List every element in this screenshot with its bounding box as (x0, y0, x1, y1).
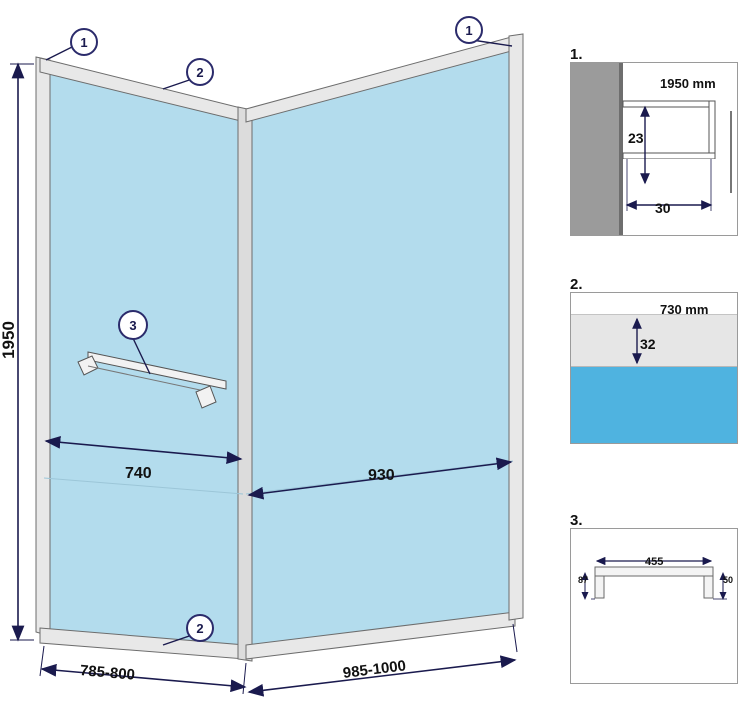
detail-2-length-label: 730 mm (660, 302, 709, 317)
callout-label: 1 (80, 34, 88, 50)
right-wall-profile (508, 33, 524, 621)
detail-3-right-label: 50 (723, 575, 734, 585)
callout-2-upper: 2 (186, 58, 214, 86)
detail-3-box (570, 528, 738, 684)
callout-label: 2 (196, 620, 204, 636)
detail-3-length-label: 455 (645, 556, 664, 568)
handle-bar (77, 351, 227, 409)
dim-text-height: 1950 (0, 321, 18, 359)
detail-1-length-label: 1950 mm (660, 76, 716, 91)
callout-label: 2 (196, 64, 204, 80)
detail-2-box (570, 292, 738, 444)
detail-3-drawing (581, 556, 727, 600)
callout-label: 3 (129, 317, 137, 333)
dim-height-1950 (10, 62, 34, 642)
detail-3-left-label: 87 (578, 575, 589, 585)
main-enclosure-view (10, 33, 524, 697)
detail-1-horizontal-label: 30 (655, 200, 671, 216)
callout-2-lower: 2 (186, 614, 214, 642)
detail-2-number: 2. (570, 276, 583, 293)
detail-1-drawing (571, 63, 737, 235)
detail-1-vertical-label: 23 (628, 130, 644, 146)
dim-text-930: 930 (368, 467, 395, 484)
dim-width-930 (247, 457, 513, 500)
dim-base-785-800 (39, 645, 247, 695)
dim-width-740 (44, 435, 243, 465)
callout-label: 1 (465, 22, 473, 38)
detail-1-box (570, 62, 738, 236)
detail-3-number: 3. (570, 512, 583, 529)
detail-2-vertical-label: 32 (640, 336, 656, 352)
dim-base-985-1000 (247, 623, 518, 697)
right-glass-panel (245, 47, 514, 651)
detail-1-number: 1. (570, 46, 583, 63)
corner-post (237, 106, 253, 662)
dim-text-740: 740 (125, 465, 152, 482)
callout-3-handle: 3 (118, 310, 148, 340)
callout-1-top-left: 1 (70, 28, 98, 56)
left-wall-profile (35, 56, 51, 637)
callout-1-top-right: 1 (455, 16, 483, 44)
detail-2-drawing (571, 293, 737, 443)
right-bottom-rail (245, 611, 516, 660)
